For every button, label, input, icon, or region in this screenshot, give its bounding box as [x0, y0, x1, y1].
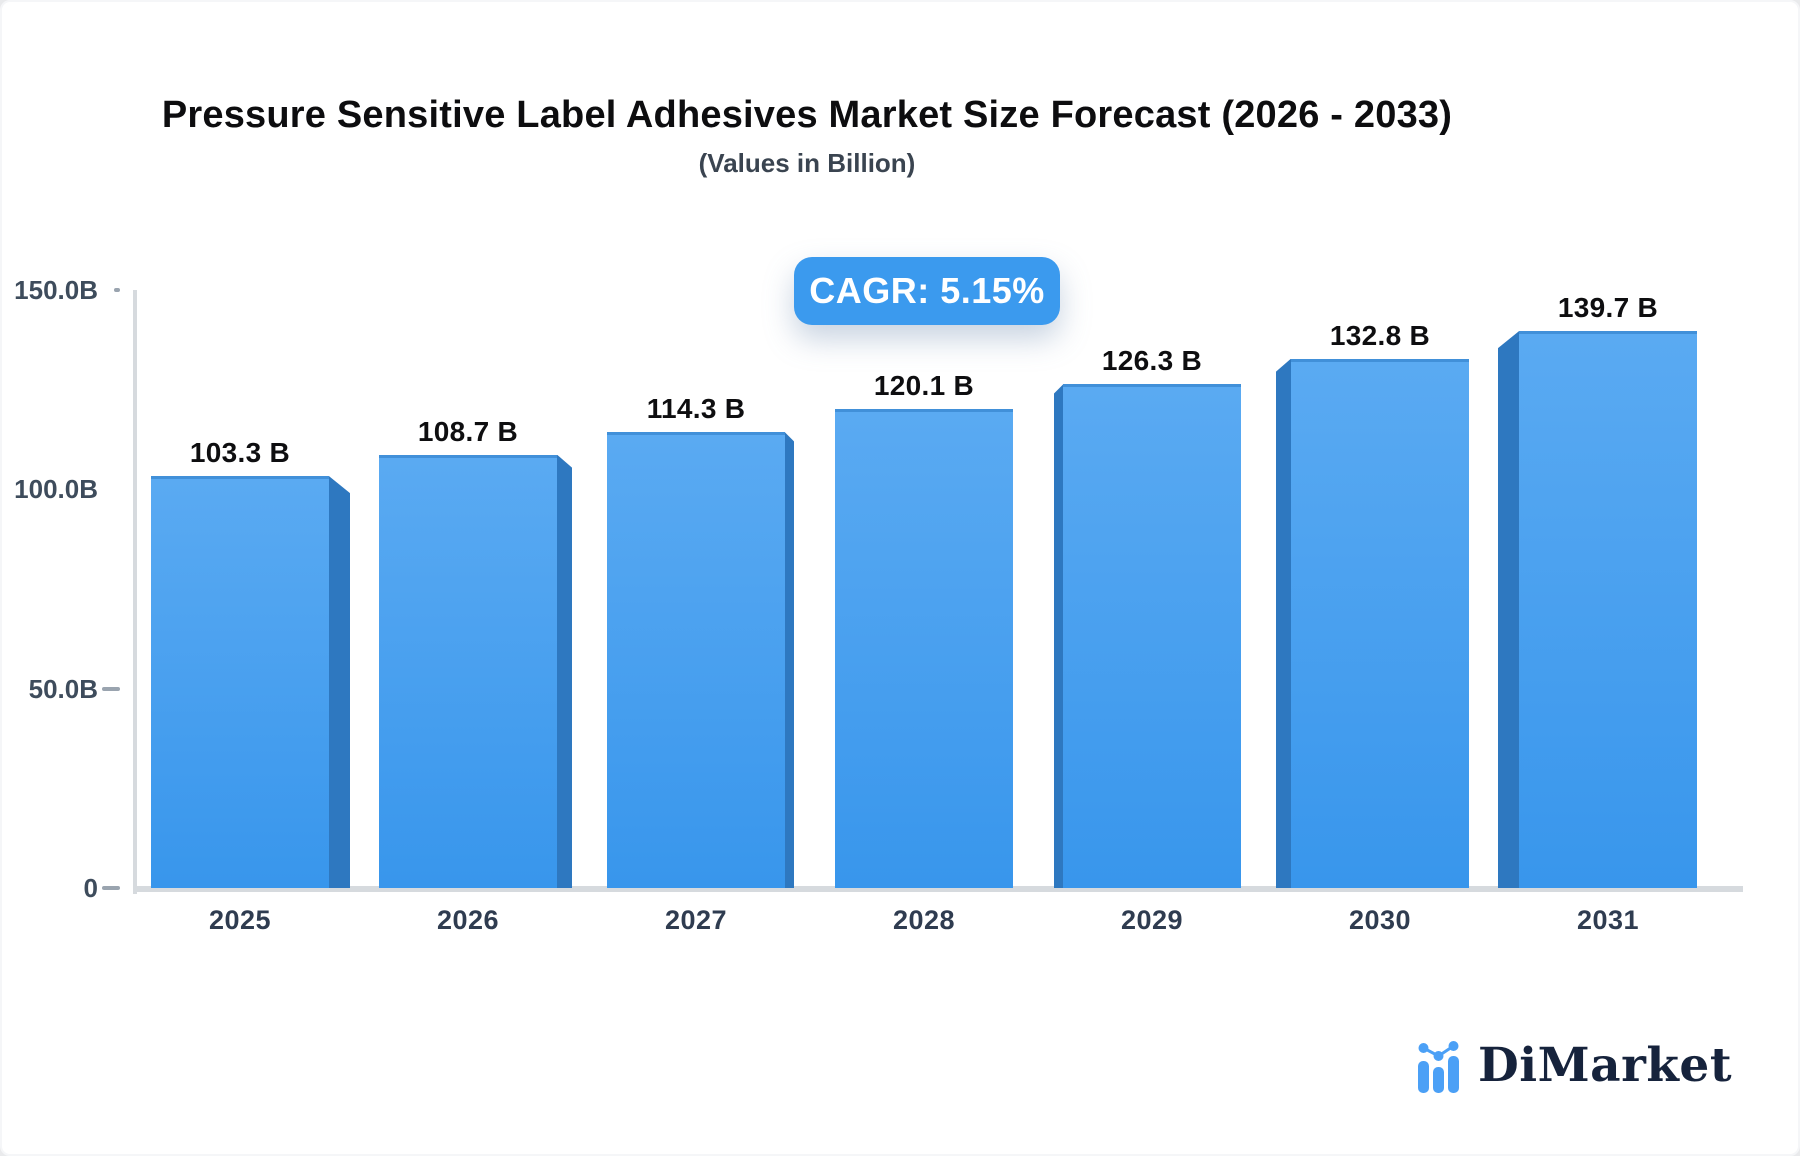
bar-side-face	[329, 476, 350, 888]
y-axis-tick	[102, 686, 120, 691]
bar-chart-logo-icon	[1418, 1040, 1459, 1093]
bar-side-face	[1498, 331, 1519, 888]
bar	[1063, 384, 1241, 888]
y-axis-label: 100.0B	[14, 474, 98, 505]
x-axis-label: 2031	[1576, 905, 1640, 935]
bar-side-face	[785, 432, 794, 888]
bar-value-label: 103.3 B	[189, 437, 291, 469]
bar	[379, 454, 557, 888]
bar	[1291, 358, 1469, 888]
bar	[607, 432, 785, 888]
chart-subtitle: (Values in Billion)	[698, 148, 916, 178]
bar-side-face	[1276, 358, 1291, 888]
x-axis-baseline	[133, 886, 1743, 892]
chart-title: Pressure Sensitive Label Adhesives Marke…	[161, 94, 1453, 136]
bar-value-label: 120.1 B	[873, 370, 975, 402]
x-axis-label: 2029	[1120, 905, 1184, 935]
x-axis-label: 2026	[436, 905, 500, 935]
bar-side-face	[1054, 384, 1063, 888]
bar-value-label: 114.3 B	[646, 393, 746, 425]
y-axis-tick	[114, 288, 120, 292]
y-axis-label: 150.0B	[14, 275, 98, 305]
brand-name: DiMarket	[1478, 1038, 1733, 1093]
bar	[835, 409, 1013, 888]
cagr-badge: CAGR: 5.15%	[794, 257, 1060, 325]
bar	[1519, 331, 1697, 888]
x-axis-label: 2027	[664, 905, 728, 935]
x-axis-label: 2025	[208, 905, 272, 935]
y-axis-line	[133, 290, 137, 894]
bar-value-label: 139.7 B	[1557, 292, 1659, 324]
x-axis-label: 2028	[892, 905, 956, 935]
bar-value-label: 108.7 B	[417, 415, 519, 447]
brand-logo: DiMarket	[1414, 1038, 1732, 1093]
y-axis-label: 0	[83, 873, 98, 903]
cagr-badge-label: CAGR: 5.15%	[809, 270, 1045, 311]
bar-value-label: 132.8 B	[1329, 319, 1431, 351]
y-axis-tick	[102, 886, 120, 890]
x-axis-label: 2030	[1348, 905, 1412, 935]
bar	[151, 476, 329, 888]
bar-value-label: 126.3 B	[1101, 345, 1203, 377]
y-axis-label: 50.0B	[28, 673, 98, 704]
bar-side-face	[557, 454, 572, 888]
